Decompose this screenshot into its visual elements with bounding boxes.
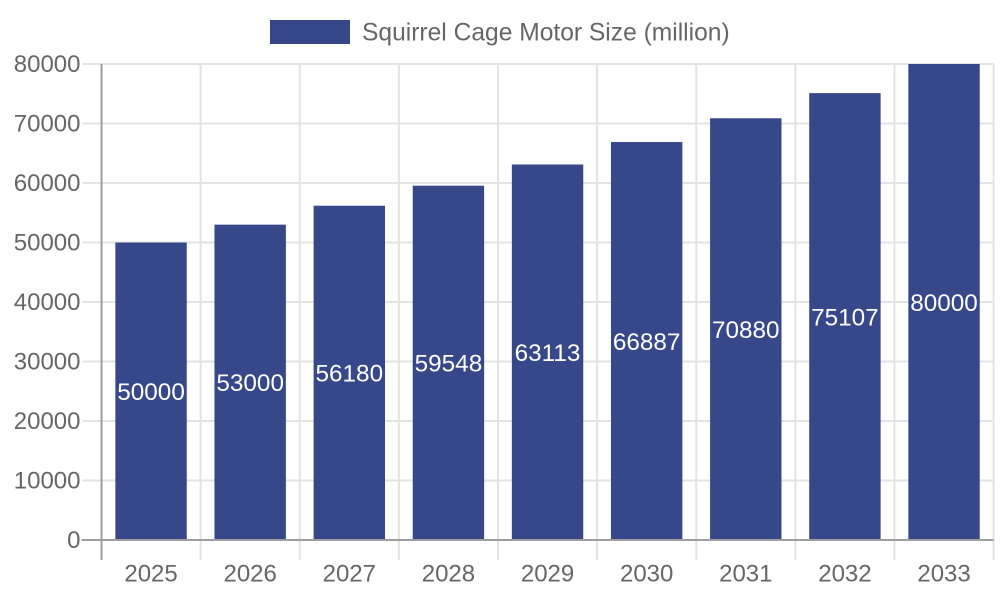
svg-text:75107: 75107 [811,304,879,331]
svg-text:2025: 2025 [124,561,177,588]
svg-text:30000: 30000 [14,349,81,376]
svg-text:2029: 2029 [521,561,574,588]
svg-text:70880: 70880 [712,317,780,344]
svg-text:50000: 50000 [14,230,81,257]
svg-text:80000: 80000 [14,51,81,78]
svg-text:2028: 2028 [422,561,475,588]
svg-text:40000: 40000 [14,289,81,316]
svg-text:60000: 60000 [14,170,81,197]
svg-text:0: 0 [67,527,80,554]
svg-text:63113: 63113 [515,340,581,367]
svg-text:2031: 2031 [719,561,772,588]
svg-text:59548: 59548 [415,351,483,378]
svg-text:2027: 2027 [323,561,376,588]
svg-text:2030: 2030 [620,561,673,588]
svg-text:80000: 80000 [910,290,978,317]
svg-text:2032: 2032 [818,561,871,588]
svg-text:70000: 70000 [14,111,81,138]
svg-text:20000: 20000 [14,408,81,435]
svg-text:50000: 50000 [117,379,185,406]
svg-text:10000: 10000 [14,468,81,495]
svg-text:56180: 56180 [316,361,384,388]
svg-text:53000: 53000 [216,370,284,397]
svg-text:2026: 2026 [223,561,276,588]
svg-text:2033: 2033 [917,561,970,588]
svg-text:Squirrel Cage Motor Size (mill: Squirrel Cage Motor Size (million) [362,19,730,46]
svg-text:66887: 66887 [613,329,681,356]
